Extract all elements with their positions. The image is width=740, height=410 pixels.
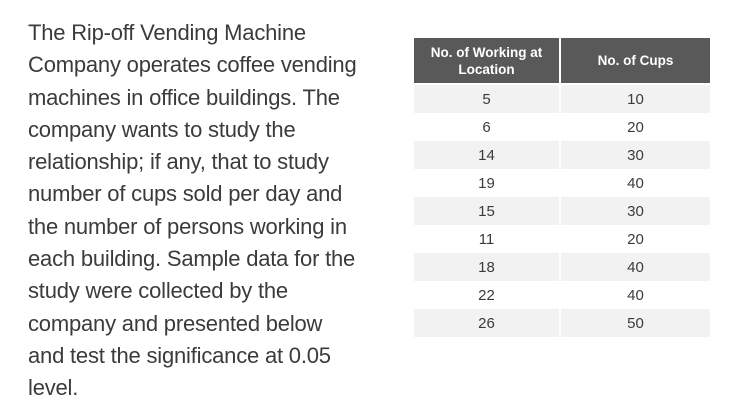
cell-working: 14 bbox=[414, 141, 560, 169]
data-table: No. of Working at Location No. of Cups 5… bbox=[414, 38, 710, 337]
cell-cups: 20 bbox=[559, 113, 710, 141]
cell-working: 22 bbox=[414, 281, 560, 309]
problem-statement-line: The Rip-off Vending Machine bbox=[28, 20, 306, 45]
col-header-working-at-location: No. of Working at Location bbox=[414, 38, 560, 85]
table-row: 22 40 bbox=[414, 281, 710, 309]
problem-statement-line: each building. Sample data for the bbox=[28, 246, 356, 272]
problem-statement-line: the number of persons working in bbox=[28, 213, 347, 239]
problem-statement: The Rip-off Vending Machine Company oper… bbox=[28, 17, 357, 405]
cell-working: 15 bbox=[414, 197, 560, 225]
table-row: 6 20 bbox=[414, 113, 710, 141]
cell-cups: 40 bbox=[559, 253, 710, 281]
cell-cups: 40 bbox=[559, 169, 710, 197]
cell-cups: 10 bbox=[559, 84, 710, 113]
table-row: 5 10 bbox=[414, 84, 710, 113]
cell-cups: 30 bbox=[559, 197, 710, 225]
problem-statement-line: company and presented below bbox=[28, 310, 323, 336]
cell-cups: 20 bbox=[559, 225, 710, 253]
cell-working: 26 bbox=[414, 309, 560, 337]
table-row: 19 40 bbox=[414, 169, 710, 197]
table-row: 14 30 bbox=[414, 141, 710, 169]
problem-statement-line: study were collected by the bbox=[28, 278, 288, 304]
problem-statement-line: company wants to study the bbox=[28, 116, 296, 142]
problem-statement-line: machines in office buildings. The bbox=[28, 84, 340, 110]
cell-working: 5 bbox=[414, 84, 560, 113]
table-header-row: No. of Working at Location No. of Cups bbox=[414, 38, 710, 85]
cell-working: 11 bbox=[414, 225, 560, 253]
table-row: 26 50 bbox=[414, 309, 710, 337]
problem-statement-line: relationship; if any, that to study bbox=[28, 149, 329, 175]
cell-cups: 40 bbox=[559, 281, 710, 309]
col-header-no-of-cups: No. of Cups bbox=[559, 38, 710, 85]
cell-working: 19 bbox=[414, 169, 560, 197]
problem-statement-line: and test the significance at 0.05 bbox=[28, 342, 331, 368]
cell-cups: 50 bbox=[559, 309, 710, 337]
problem-statement-line: Company operates coffee vending bbox=[28, 52, 357, 78]
table-row: 11 20 bbox=[414, 225, 710, 253]
cell-working: 18 bbox=[414, 253, 560, 281]
table-row: 18 40 bbox=[414, 253, 710, 281]
problem-statement-line: number of cups sold per day and bbox=[28, 181, 343, 207]
cell-working: 6 bbox=[414, 113, 560, 141]
cell-cups: 30 bbox=[559, 141, 710, 169]
table-row: 15 30 bbox=[414, 197, 710, 225]
problem-statement-line: level. bbox=[28, 375, 79, 401]
